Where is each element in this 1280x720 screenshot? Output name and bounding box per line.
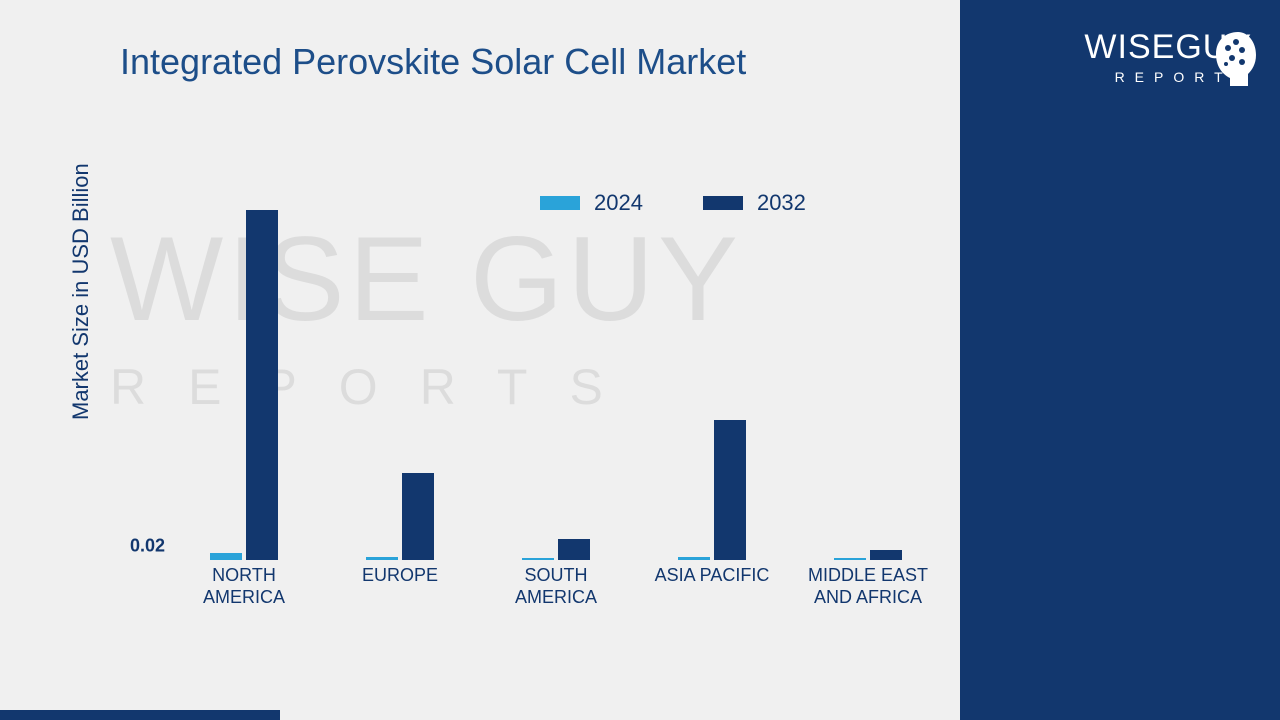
- x-axis-label: ASIA PACIFIC: [642, 565, 782, 587]
- y-axis-label: Market Size in USD Billion: [68, 163, 94, 420]
- chart-title: Integrated Perovskite Solar Cell Market: [120, 40, 746, 83]
- brand-logo: WISEGUY REPORTS: [1084, 28, 1252, 85]
- brand-name: WISEGUY: [1084, 28, 1252, 67]
- right-panel: [960, 0, 1280, 720]
- bar: [834, 558, 866, 560]
- bar: [402, 473, 434, 561]
- plot-area: 0.02: [180, 210, 960, 560]
- bar: [870, 550, 902, 561]
- head-icon: [1208, 30, 1258, 90]
- bottom-accent-bar: [0, 710, 280, 720]
- y-tick-label: 0.02: [130, 536, 165, 557]
- x-axis-label: NORTH AMERICA: [174, 565, 314, 608]
- x-axis-label: SOUTH AMERICA: [486, 565, 626, 608]
- bar: [678, 557, 710, 561]
- bar: [522, 558, 554, 560]
- bar: [210, 553, 242, 560]
- bar: [558, 539, 590, 560]
- bar: [366, 557, 398, 561]
- bar: [246, 210, 278, 560]
- x-axis-label: MIDDLE EAST AND AFRICA: [798, 565, 938, 608]
- x-axis-label: EUROPE: [330, 565, 470, 587]
- chart-stage: WISEGUY REPORTS WISE GUY REPORTS Integra…: [0, 0, 1280, 720]
- bar: [714, 420, 746, 560]
- chart-area: Market Size in USD Billion 0.02 NORTH AM…: [60, 180, 960, 680]
